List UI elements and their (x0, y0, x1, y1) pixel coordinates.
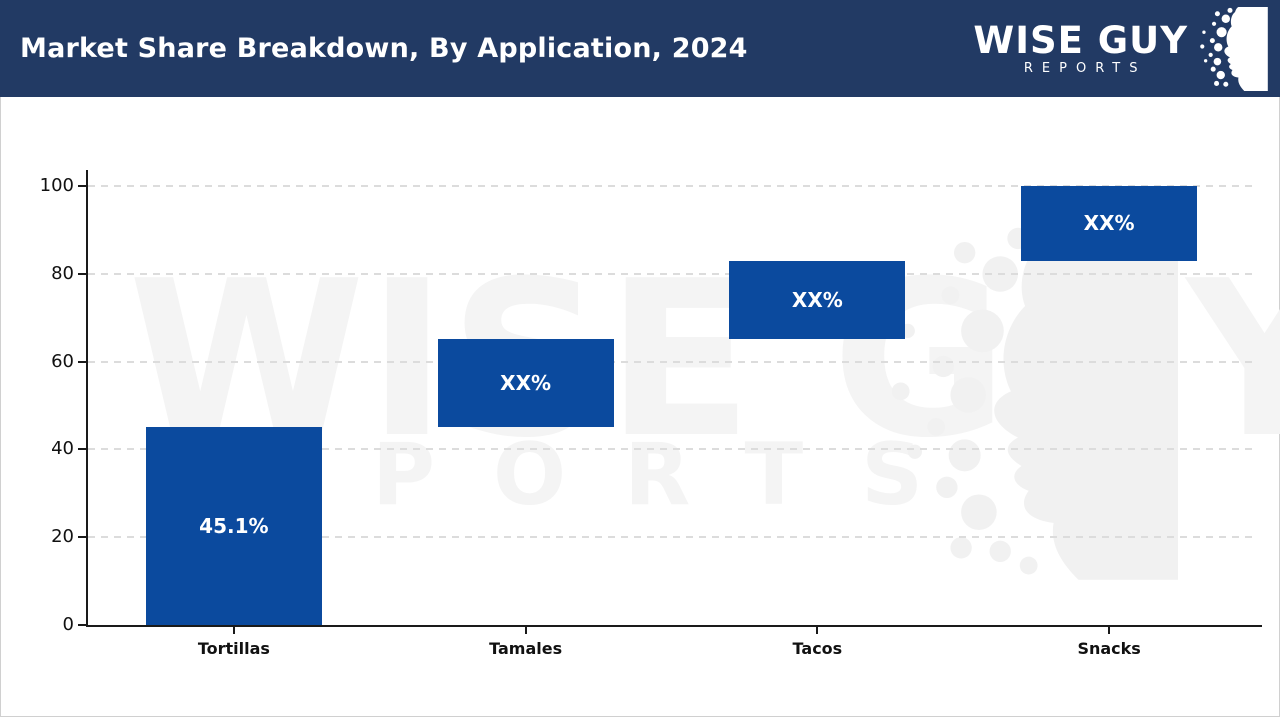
bar-value-label: XX% (1083, 211, 1135, 236)
y-tick-mark (78, 536, 86, 539)
bar-tacos: XX% (729, 260, 906, 339)
logo-face-icon (1200, 6, 1268, 91)
x-axis-line (86, 625, 1262, 627)
logo-subtitle: REPORTS (1023, 61, 1147, 76)
y-gridline (88, 272, 1255, 275)
x-category-label: Snacks (1077, 639, 1141, 658)
x-category-label: Tacos (792, 639, 843, 658)
wiseguy-logo: WISE GUY REPORTS (973, 6, 1268, 91)
y-gridline (88, 448, 1255, 451)
watermark-text-2: PORTS (372, 425, 982, 525)
y-gridline (88, 536, 1255, 539)
x-tick-mark (816, 627, 819, 634)
logo-text: WISE GUY REPORTS (973, 22, 1188, 75)
y-tick-mark (78, 272, 86, 275)
x-tick-mark (232, 627, 235, 634)
watermark-face-icon (891, 224, 1178, 580)
y-gridline (88, 185, 1255, 187)
y-tick-label: 0 (62, 614, 74, 635)
logo-wordmark: WISE GUY (973, 19, 1188, 62)
y-tick-label: 80 (51, 262, 74, 284)
y-tick-label: 20 (51, 526, 74, 548)
x-tick-mark (524, 627, 527, 634)
x-tick-mark (1108, 627, 1111, 634)
chart-title: Market Share Breakdown, By Application, … (20, 33, 748, 64)
y-tick-mark (78, 360, 86, 363)
bar-value-label: XX% (500, 370, 552, 395)
bar-value-label: XX% (791, 287, 843, 312)
y-tick-label: 100 (39, 175, 74, 196)
y-gridline (88, 360, 1255, 363)
y-tick-mark (78, 185, 86, 187)
bar-tortillas: 45.1% (145, 427, 322, 625)
y-tick-label: 40 (51, 438, 74, 460)
y-axis-line (86, 170, 88, 627)
y-tick-mark (78, 624, 86, 626)
x-category-label: Tamales (489, 639, 563, 658)
bar-value-label: 45.1% (199, 513, 269, 538)
y-tick-label: 60 (51, 350, 74, 372)
header: Market Share Breakdown, By Application, … (0, 0, 1280, 97)
bar-tamales: XX% (437, 338, 614, 427)
bar-snacks: XX% (1021, 186, 1198, 261)
x-category-label: Tortillas (197, 639, 270, 658)
y-tick-mark (78, 448, 86, 451)
